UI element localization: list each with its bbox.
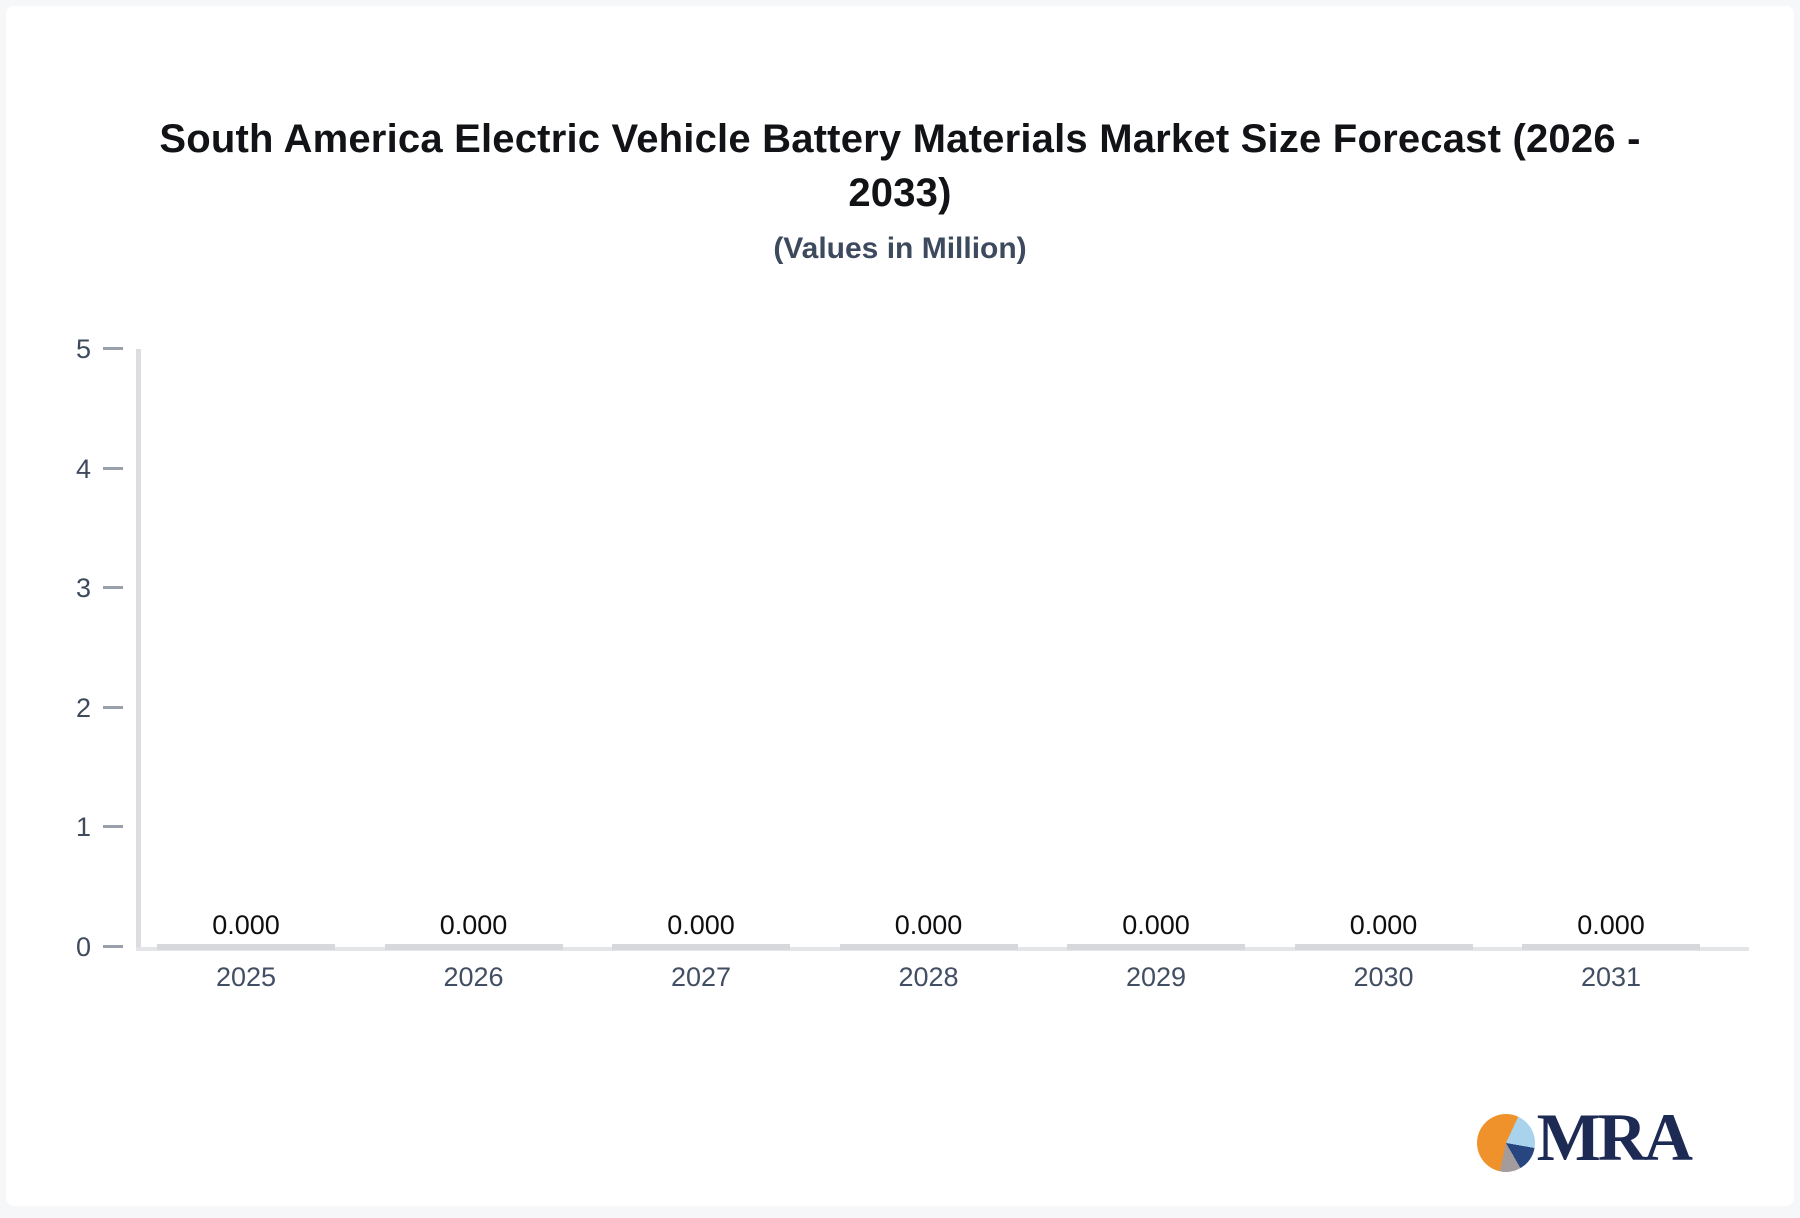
y-axis-tick-mark [103, 825, 123, 829]
brand-logo-text: MRA [1536, 1099, 1693, 1175]
bar-group: 0.000 2030 [1270, 896, 1498, 1016]
bar-value-label: 0.000 [212, 910, 280, 940]
bar-group: 0.000 2025 [132, 896, 360, 1016]
y-axis-tick-mark [103, 347, 123, 350]
bar [839, 944, 1018, 950]
y-axis-tick-mark [103, 466, 123, 470]
bar [157, 944, 335, 950]
bar [384, 944, 563, 950]
bar-value-label: 0.000 [1349, 910, 1418, 940]
brand-logo: MRA [1476, 1098, 1693, 1177]
bar [1522, 944, 1700, 950]
y-axis-tick-label: 0 [75, 932, 91, 962]
x-axis-tick-label: 2026 [443, 962, 504, 992]
x-axis-tick-label: 2027 [670, 962, 732, 992]
y-axis-tick-label: 3 [75, 573, 91, 604]
y-axis-line [136, 349, 141, 951]
y-axis-tick-label: 2 [75, 692, 91, 723]
bar-group: 0.000 2026 [360, 896, 588, 1016]
bar-group: 0.000 2031 [1497, 896, 1725, 1016]
bar-value-label: 0.000 [1122, 910, 1190, 940]
bar [612, 944, 790, 950]
y-axis-tick-mark [103, 586, 123, 590]
bar-value-label: 0.000 [1577, 910, 1645, 940]
y-axis-tick-label: 1 [75, 812, 91, 843]
bar-value-label: 0.000 [667, 910, 735, 940]
x-axis-tick-label: 2031 [1580, 962, 1642, 992]
bar-group: 0.000 2028 [815, 896, 1043, 1016]
chart-title: South America Electric Vehicle Battery M… [126, 112, 1674, 220]
x-axis-tick-label: 2029 [1125, 962, 1187, 992]
y-axis-tick-label: 5 [75, 334, 91, 364]
bar-value-label: 0.000 [894, 910, 963, 940]
bar-value-label: 0.000 [439, 910, 508, 940]
bar [1067, 944, 1245, 950]
x-axis-tick-label: 2028 [898, 962, 959, 992]
chart-subtitle: (Values in Million) [773, 232, 1027, 265]
chart-title-line2: 2033) [848, 171, 952, 215]
bar-chart-plot-area: 0 1 2 3 4 5 0.000 2025 0.000 2026 0.000 2027 0.000 2… [6, 6, 1800, 1218]
chart-card: South America Electric Vehicle Battery M… [6, 6, 1794, 1206]
y-axis-tick-mark [103, 705, 123, 709]
pie-chart-logo-icon [1476, 1113, 1535, 1172]
y-axis-tick-label: 4 [75, 453, 91, 484]
chart-title-line1: South America Electric Vehicle Battery M… [159, 117, 1641, 161]
bar-group: 0.000 2027 [587, 896, 815, 1016]
bar-group: 0.000 2029 [1042, 896, 1270, 1016]
x-axis-tick-label: 2025 [215, 962, 277, 992]
x-axis-tick-label: 2030 [1353, 962, 1414, 992]
bar [1294, 944, 1473, 950]
y-axis-tick-mark [103, 945, 123, 948]
